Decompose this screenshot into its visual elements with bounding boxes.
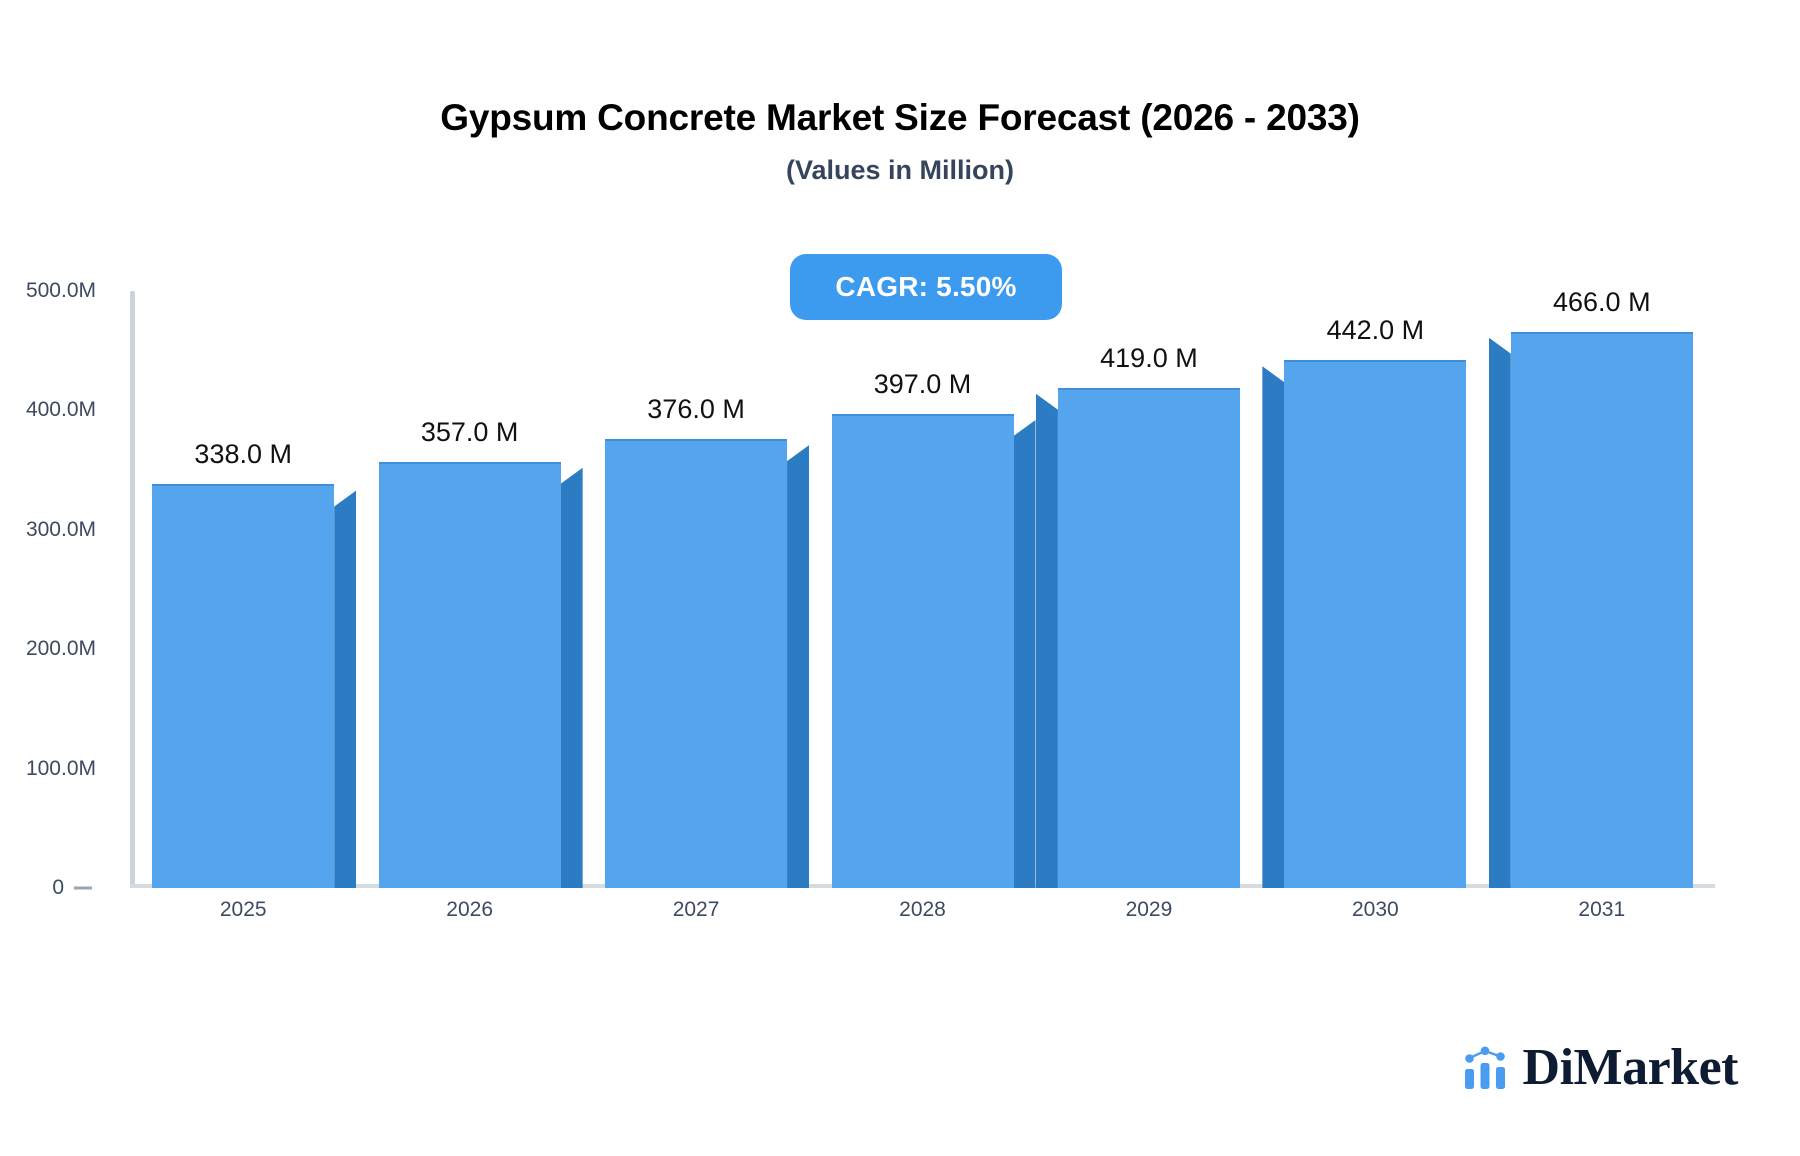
x-axis-tick-label: 2030 xyxy=(1351,898,1399,921)
x-axis-labels: 2025 2026 2027 2028 2029 2030 2031 xyxy=(130,898,1715,932)
x-axis-tick-label: 2027 xyxy=(672,898,720,921)
y-axis-tick-label: 100.0M xyxy=(25,756,96,780)
x-axis-tick-label: 2025 xyxy=(219,898,267,921)
bar-front-face xyxy=(1057,387,1240,888)
bar-2028[interactable]: 397.0 M xyxy=(831,369,1036,888)
x-axis-tick-label: 2031 xyxy=(1578,898,1626,921)
bar-front-face xyxy=(831,413,1014,888)
bar-value-label: 357.0 M xyxy=(420,416,519,447)
bar-2025[interactable]: 338.0 M xyxy=(152,439,357,888)
bar-value-label: 338.0 M xyxy=(194,439,292,470)
bar-2030[interactable]: 442.0 M xyxy=(1262,315,1467,888)
bar-2027[interactable]: 376.0 M xyxy=(605,394,810,888)
bar-side-face xyxy=(334,490,357,888)
bar-side-face xyxy=(787,445,810,888)
y-axis-line xyxy=(130,291,135,888)
bar-value-label: 397.0 M xyxy=(873,368,972,399)
bar-value-label: 466.0 M xyxy=(1553,286,1651,317)
dimarket-logo: DiMarket xyxy=(1463,1039,1739,1096)
logo-wordmark: DiMarket xyxy=(1522,1039,1739,1096)
chart-subtitle: (Values in Million) xyxy=(785,154,1015,185)
x-axis-tick-label: 2026 xyxy=(446,898,493,921)
bars-layer: 338.0 M 357.0 M 376.0 M 397.0 M 419.0 M 442.0… xyxy=(130,287,1715,888)
bar-chart-dots-icon xyxy=(1464,1046,1505,1089)
x-axis-tick-label: 2029 xyxy=(1125,898,1173,921)
chart-header: Gypsum Concrete Market Size Forecast (20… xyxy=(0,96,1800,186)
bar-side-face xyxy=(1035,393,1058,888)
y-axis-tick-label: 500.0M xyxy=(25,279,96,302)
bar-front-face xyxy=(378,461,561,888)
bar-front-face xyxy=(1510,331,1693,888)
y-axis-zero-tick xyxy=(74,886,92,890)
bar-2031[interactable]: 466.0 M xyxy=(1488,287,1693,888)
y-axis-tick-label: 0 xyxy=(52,876,64,899)
bar-front-face xyxy=(605,439,788,888)
x-axis-tick-label: 2028 xyxy=(899,898,946,921)
bar-side-face xyxy=(1262,366,1285,888)
bar-front-face xyxy=(1284,360,1467,888)
bar-value-label: 376.0 M xyxy=(647,394,745,425)
chart-title: Gypsum Concrete Market Size Forecast (20… xyxy=(440,97,1360,138)
bar-side-face xyxy=(1013,419,1036,888)
bar-front-face xyxy=(152,484,335,888)
bar-2026[interactable]: 357.0 M xyxy=(378,417,583,888)
cagr-badge: CAGR: 5.50% xyxy=(790,254,1062,320)
bar-side-face xyxy=(1488,337,1511,888)
plot-area: 338.0 M 357.0 M 376.0 M 397.0 M 419.0 M 442.0… xyxy=(130,287,1715,888)
y-axis-labels: 0 100.0M 200.0M 300.0M 400.0M 500.0M xyxy=(0,279,110,899)
cagr-badge-label: CAGR: 5.50% xyxy=(835,271,1017,302)
bar-side-face xyxy=(560,467,583,888)
bar-value-label: 419.0 M xyxy=(1100,342,1198,373)
y-axis-tick-label: 400.0M xyxy=(25,398,96,422)
bar-value-label: 442.0 M xyxy=(1326,315,1425,346)
y-axis-tick-label: 300.0M xyxy=(25,517,96,541)
y-axis-tick-label: 200.0M xyxy=(25,637,96,661)
bar-2029[interactable]: 419.0 M xyxy=(1035,343,1240,888)
